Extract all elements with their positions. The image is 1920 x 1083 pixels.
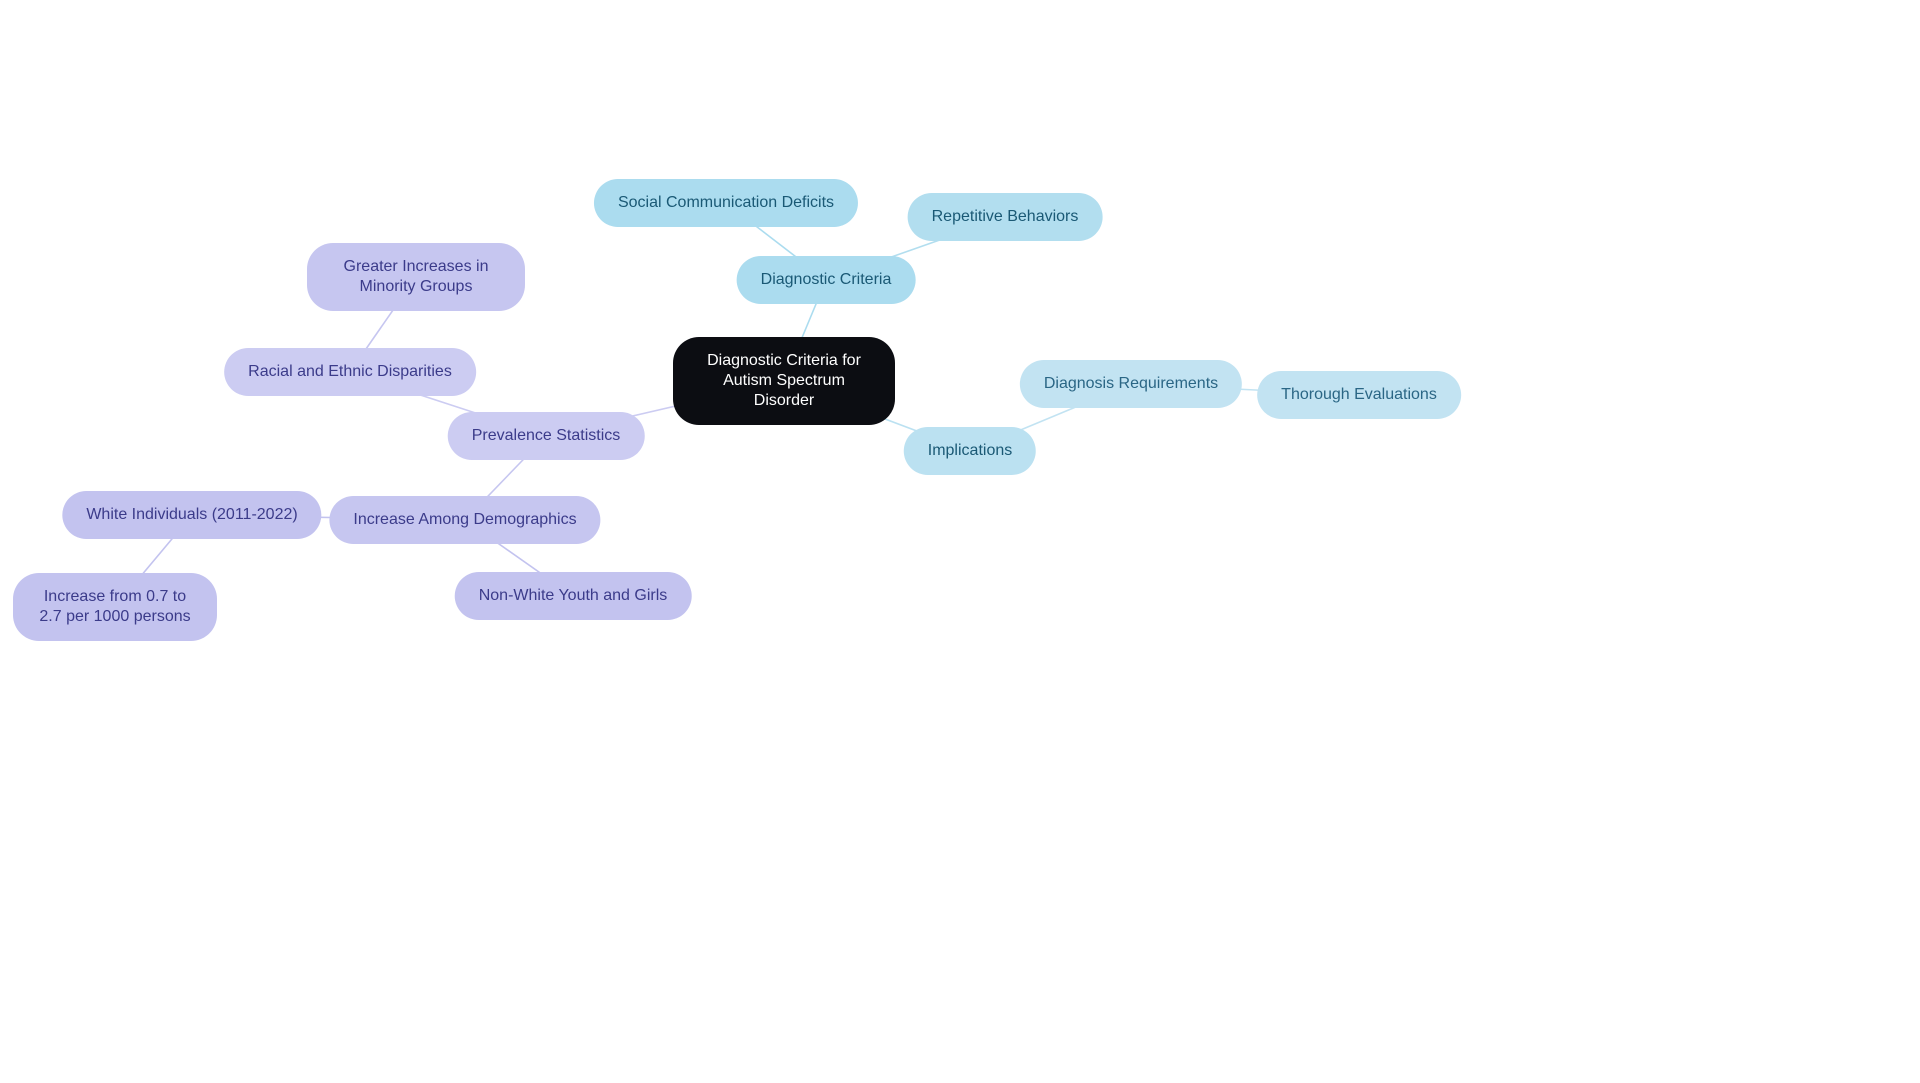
node-thorough-evaluations: Thorough Evaluations (1257, 371, 1461, 419)
node-social-communication: Social Communication Deficits (594, 179, 858, 227)
node-increase-demographics: Increase Among Demographics (329, 496, 600, 544)
node-racial-disparities: Racial and Ethnic Disparities (224, 348, 476, 396)
mindmap-edges (0, 0, 1920, 1083)
node-implications: Implications (904, 427, 1036, 475)
node-prevalence-statistics: Prevalence Statistics (448, 412, 645, 460)
node-repetitive-behaviors: Repetitive Behaviors (908, 193, 1103, 241)
node-diagnostic-criteria: Diagnostic Criteria (737, 256, 916, 304)
node-white-individuals: White Individuals (2011-2022) (62, 491, 321, 539)
node-increase-rate: Increase from 0.7 to 2.7 per 1000 person… (13, 573, 217, 641)
node-diagnosis-requirements: Diagnosis Requirements (1020, 360, 1242, 408)
node-center: Diagnostic Criteria for Autism Spectrum … (673, 337, 895, 425)
node-nonwhite-youth: Non-White Youth and Girls (455, 572, 692, 620)
node-minority-groups: Greater Increases in Minority Groups (307, 243, 525, 311)
